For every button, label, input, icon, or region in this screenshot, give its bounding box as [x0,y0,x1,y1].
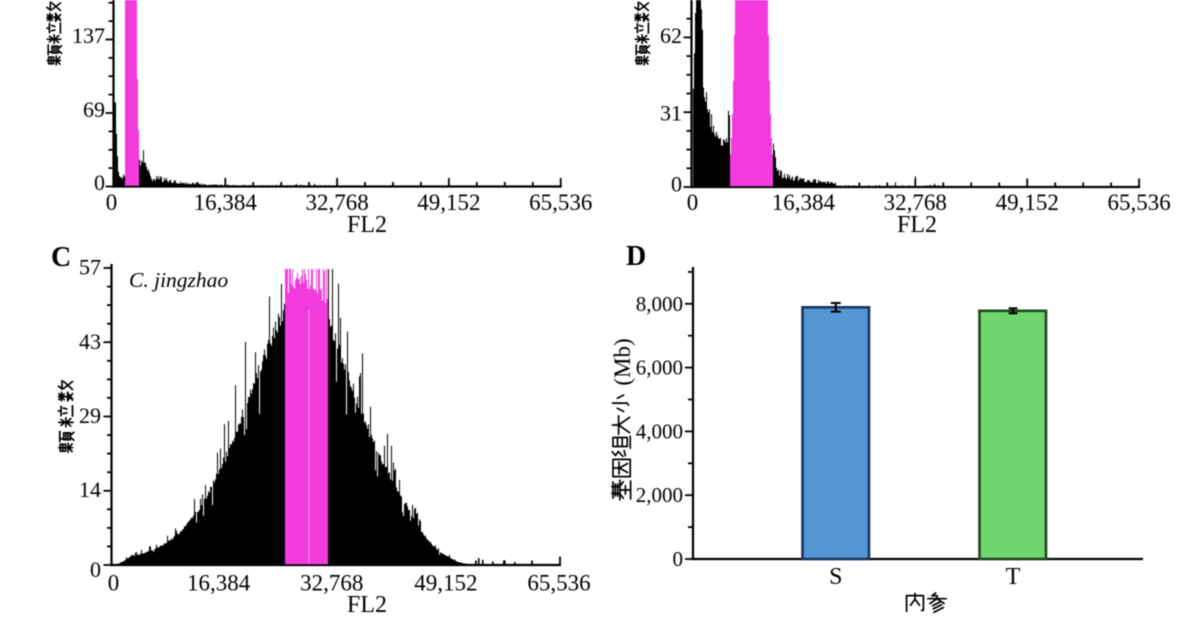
svg-text:FL2: FL2 [897,212,937,238]
svg-text:0: 0 [671,172,682,197]
svg-text:49,152: 49,152 [996,190,1059,215]
svg-text:31: 31 [660,101,682,126]
svg-text:0: 0 [108,571,120,596]
svg-text:C. jingzhao: C. jingzhao [129,268,228,292]
svg-text:8,000: 8,000 [636,292,683,316]
svg-text:FL2: FL2 [347,592,387,618]
svg-text:65,536: 65,536 [529,190,592,215]
svg-text:(Mb): (Mb) [610,338,635,385]
svg-text:4,000: 4,000 [636,419,683,443]
svg-text:16,384: 16,384 [187,571,251,596]
svg-text:16,384: 16,384 [772,190,836,215]
svg-text:S: S [829,564,842,590]
svg-text:0: 0 [673,547,684,571]
svg-text:137: 137 [72,23,105,48]
svg-text:2,000: 2,000 [636,483,683,507]
svg-text:57: 57 [79,255,101,280]
svg-text:69: 69 [83,97,105,122]
svg-text:6,000: 6,000 [636,356,683,380]
svg-text:0: 0 [94,170,105,195]
svg-text:65,536: 65,536 [527,571,590,596]
svg-text:43: 43 [79,329,101,354]
svg-text:T: T [1006,564,1021,590]
svg-text:0: 0 [90,557,101,582]
svg-text:FL2: FL2 [347,212,387,238]
svg-text:32,768: 32,768 [300,571,363,596]
svg-text:32,768: 32,768 [884,190,947,215]
svg-text:0: 0 [106,190,118,215]
svg-text:14: 14 [79,477,101,502]
svg-text:32,768: 32,768 [305,190,368,215]
svg-text:49,152: 49,152 [417,190,480,215]
svg-text:C: C [51,242,71,273]
svg-text:16,384: 16,384 [194,190,258,215]
svg-text:D: D [626,241,646,272]
svg-text:65,536: 65,536 [1107,190,1170,215]
svg-text:49,152: 49,152 [414,571,477,596]
svg-text:29: 29 [79,403,101,428]
svg-text:62: 62 [660,23,682,48]
svg-text:0: 0 [687,190,699,215]
